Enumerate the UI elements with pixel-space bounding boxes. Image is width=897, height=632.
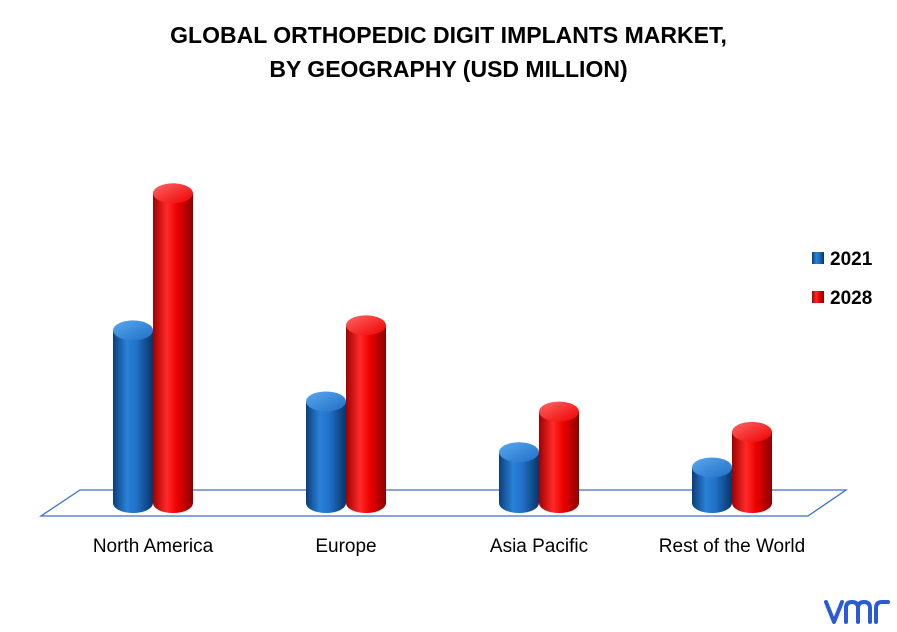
bar-top-cap — [346, 315, 386, 336]
bar-body — [346, 325, 386, 513]
bar-body — [692, 467, 732, 513]
bar-top-cap — [153, 183, 193, 204]
legend-swatch-2028 — [812, 291, 824, 303]
legend: 2021 2028 — [812, 249, 873, 309]
bar-north-america-2021 — [113, 320, 153, 513]
bar-body — [113, 330, 153, 513]
bar-top-cap — [732, 421, 772, 442]
bar-body — [732, 431, 772, 513]
bar-europe-2028 — [346, 315, 386, 513]
bar-top-cap — [539, 401, 579, 422]
legend-item-2021: 2021 — [812, 249, 873, 270]
legend-item-2028: 2028 — [812, 288, 872, 309]
bar-top-cap — [113, 320, 153, 341]
chart-title: GLOBAL ORTHOPEDIC DIGIT IMPLANTS MARKET,… — [0, 18, 897, 86]
bar-rest-of-the-world-2021 — [692, 457, 732, 513]
bar-asia-pacific-2028 — [539, 401, 579, 513]
bar-body — [153, 193, 193, 514]
legend-label-2028: 2028 — [830, 288, 872, 309]
bar-top-cap — [306, 391, 346, 412]
x-tick-label-rest-of-the-world: Rest of the World — [659, 536, 805, 557]
x-tick-label-asia-pacific: Asia Pacific — [490, 536, 588, 557]
bar-body — [539, 411, 579, 513]
legend-label-2021: 2021 — [830, 249, 873, 270]
legend-swatch-2021 — [812, 252, 824, 264]
bar-north-america-2028 — [153, 183, 193, 514]
bar-asia-pacific-2021 — [499, 442, 539, 513]
x-axis-tick-labels: North America Europe Asia Pacific Rest of t… — [93, 536, 805, 557]
chart-title-line2: BY GEOGRAPHY (USD MILLION) — [269, 56, 628, 82]
bars-group — [113, 183, 772, 514]
chart-title-line1: GLOBAL ORTHOPEDIC DIGIT IMPLANTS MARKET, — [170, 22, 727, 48]
x-tick-label-north-america: North America — [93, 536, 214, 557]
x-tick-label-europe: Europe — [315, 536, 376, 557]
vmr-logo — [824, 600, 890, 624]
bar-rest-of-the-world-2028 — [732, 421, 772, 513]
bar-top-cap — [692, 457, 732, 478]
bar-body — [499, 452, 539, 513]
chart-floor — [38, 489, 849, 517]
bar-europe-2021 — [306, 391, 346, 513]
bar-body — [306, 401, 346, 513]
bar-top-cap — [499, 442, 539, 463]
